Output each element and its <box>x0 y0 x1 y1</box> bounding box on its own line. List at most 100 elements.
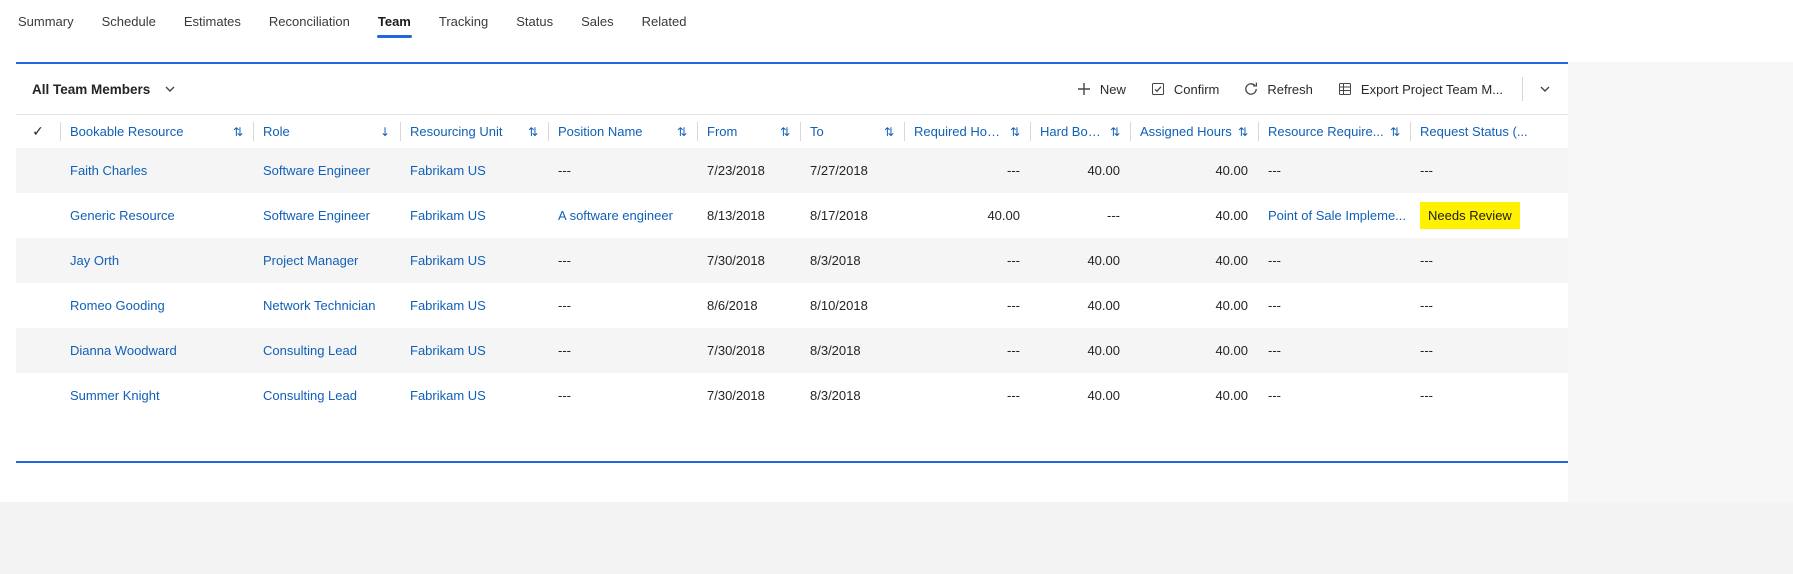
cell-from[interactable]: 7/30/2018 <box>707 343 765 358</box>
cell-resource-require[interactable]: Point of Sale Impleme... <box>1258 193 1410 238</box>
column-header-required-hours[interactable]: Required Hours ⇅ <box>904 115 1030 148</box>
cell-position-name[interactable]: A software engineer <box>548 193 697 238</box>
record-link[interactable]: Faith Charles <box>70 163 148 178</box>
row-select-cell[interactable] <box>16 328 60 373</box>
record-link[interactable]: Fabrikam US <box>410 208 486 223</box>
cell-role[interactable]: Software Engineer <box>253 193 400 238</box>
column-header-resourcing-unit[interactable]: Resourcing Unit ⇅ <box>400 115 548 148</box>
cell-resource-require[interactable]: --- <box>1268 298 1281 313</box>
cell-resourcing-unit[interactable]: Fabrikam US <box>400 283 548 328</box>
cell-to[interactable]: 7/27/2018 <box>810 163 868 178</box>
view-selector[interactable]: All Team Members <box>24 78 185 101</box>
cell-role[interactable]: Software Engineer <box>253 148 400 193</box>
record-link[interactable]: Fabrikam US <box>410 343 486 358</box>
cell-request-status[interactable]: --- <box>1420 388 1433 403</box>
cell-bookable-resource[interactable]: Jay Orth <box>60 238 253 283</box>
cell-resource-require[interactable]: --- <box>1268 343 1281 358</box>
record-link[interactable]: Jay Orth <box>70 253 120 268</box>
cell-role[interactable]: Consulting Lead <box>253 328 400 373</box>
record-link[interactable]: Project Manager <box>263 253 359 268</box>
cell-required-hours[interactable]: --- <box>1007 163 1020 178</box>
tab-related[interactable]: Related <box>641 12 688 38</box>
export-project-team-m-button[interactable]: Export Project Team M... <box>1325 74 1515 104</box>
cell-hard-boo[interactable]: 40.00 <box>1087 163 1120 178</box>
record-link[interactable]: Fabrikam US <box>410 163 486 178</box>
refresh-button[interactable]: Refresh <box>1231 74 1325 104</box>
record-link[interactable]: A software engineer <box>558 208 673 223</box>
cell-hard-boo[interactable]: 40.00 <box>1087 298 1120 313</box>
cell-bookable-resource[interactable]: Dianna Woodward <box>60 328 253 373</box>
cell-resourcing-unit[interactable]: Fabrikam US <box>400 193 548 238</box>
select-all-checkbox[interactable]: ✓ <box>16 115 60 148</box>
cell-role[interactable]: Network Technician <box>253 283 400 328</box>
cell-position-name[interactable]: --- <box>558 163 571 178</box>
cell-assigned-hours[interactable]: 40.00 <box>1215 388 1248 403</box>
record-link[interactable]: Network Technician <box>263 298 376 313</box>
confirm-button[interactable]: Confirm <box>1138 74 1232 104</box>
table-row[interactable]: Romeo Gooding Network Technician Fabrikam … <box>16 283 1568 328</box>
more-commands-button[interactable] <box>1530 75 1560 103</box>
cell-request-status[interactable]: --- <box>1420 343 1433 358</box>
cell-assigned-hours[interactable]: 40.00 <box>1215 298 1248 313</box>
cell-bookable-resource[interactable]: Faith Charles <box>60 148 253 193</box>
table-row[interactable]: Jay Orth Project Manager Fabrikam US --- 7/3… <box>16 238 1568 283</box>
cell-from[interactable]: 8/13/2018 <box>707 208 765 223</box>
cell-to[interactable]: 8/3/2018 <box>810 388 861 403</box>
cell-role[interactable]: Project Manager <box>253 238 400 283</box>
cell-assigned-hours[interactable]: 40.00 <box>1215 253 1248 268</box>
cell-bookable-resource[interactable]: Generic Resource <box>60 193 253 238</box>
table-row[interactable]: Dianna Woodward Consulting Lead Fabrikam U… <box>16 328 1568 373</box>
cell-request-status[interactable]: --- <box>1420 298 1433 313</box>
row-select-cell[interactable] <box>16 148 60 193</box>
record-link[interactable]: Consulting Lead <box>263 388 357 403</box>
record-link[interactable]: Fabrikam US <box>410 253 486 268</box>
record-link[interactable]: Romeo Gooding <box>70 298 165 313</box>
cell-bookable-resource[interactable]: Summer Knight <box>60 373 253 418</box>
column-header-request-status[interactable]: Request Status (... <box>1410 115 1568 148</box>
record-link[interactable]: Software Engineer <box>263 208 370 223</box>
table-row[interactable]: Faith Charles Software Engineer Fabrikam U… <box>16 148 1568 193</box>
cell-required-hours[interactable]: 40.00 <box>987 208 1020 223</box>
cell-position-name[interactable]: --- <box>558 343 571 358</box>
table-row[interactable]: Generic Resource Software Engineer Fabrika… <box>16 193 1568 238</box>
cell-assigned-hours[interactable]: 40.00 <box>1215 163 1248 178</box>
cell-request-status[interactable]: Needs Review <box>1410 193 1568 238</box>
cell-hard-boo[interactable]: 40.00 <box>1087 388 1120 403</box>
tab-schedule[interactable]: Schedule <box>101 12 157 38</box>
record-link[interactable]: Software Engineer <box>263 163 370 178</box>
column-header-bookable-resource[interactable]: Bookable Resource ⇅ <box>60 115 253 148</box>
column-header-role[interactable]: Role ↓ <box>253 115 400 148</box>
column-header-from[interactable]: From ⇅ <box>697 115 800 148</box>
record-link[interactable]: Generic Resource <box>70 208 175 223</box>
tab-sales[interactable]: Sales <box>580 12 615 38</box>
column-header-hard-boo[interactable]: Hard Boo... ⇅ <box>1030 115 1130 148</box>
cell-resourcing-unit[interactable]: Fabrikam US <box>400 373 548 418</box>
record-link[interactable]: Summer Knight <box>70 388 160 403</box>
cell-position-name[interactable]: --- <box>558 388 571 403</box>
cell-resource-require[interactable]: --- <box>1268 253 1281 268</box>
cell-to[interactable]: 8/10/2018 <box>810 298 868 313</box>
row-select-cell[interactable] <box>16 283 60 328</box>
new-button[interactable]: New <box>1064 74 1138 104</box>
cell-required-hours[interactable]: --- <box>1007 343 1020 358</box>
cell-from[interactable]: 7/30/2018 <box>707 253 765 268</box>
cell-resource-require[interactable]: --- <box>1268 388 1281 403</box>
tab-team[interactable]: Team <box>376 12 412 38</box>
cell-required-hours[interactable]: --- <box>1007 253 1020 268</box>
tab-reconciliation[interactable]: Reconciliation <box>268 12 351 38</box>
cell-hard-boo[interactable]: 40.00 <box>1087 343 1120 358</box>
cell-resourcing-unit[interactable]: Fabrikam US <box>400 148 548 193</box>
column-header-to[interactable]: To ⇅ <box>800 115 904 148</box>
cell-to[interactable]: 8/17/2018 <box>810 208 868 223</box>
cell-resourcing-unit[interactable]: Fabrikam US <box>400 238 548 283</box>
cell-resourcing-unit[interactable]: Fabrikam US <box>400 328 548 373</box>
cell-request-status[interactable]: --- <box>1420 163 1433 178</box>
record-link[interactable]: Fabrikam US <box>410 388 486 403</box>
tab-estimates[interactable]: Estimates <box>183 12 242 38</box>
cell-request-status[interactable]: --- <box>1420 253 1433 268</box>
cell-bookable-resource[interactable]: Romeo Gooding <box>60 283 253 328</box>
record-link[interactable]: Point of Sale Impleme... <box>1268 208 1407 223</box>
cell-hard-boo[interactable]: --- <box>1107 208 1120 223</box>
column-header-assigned-hours[interactable]: Assigned Hours ⇅ <box>1130 115 1258 148</box>
cell-assigned-hours[interactable]: 40.00 <box>1215 208 1248 223</box>
